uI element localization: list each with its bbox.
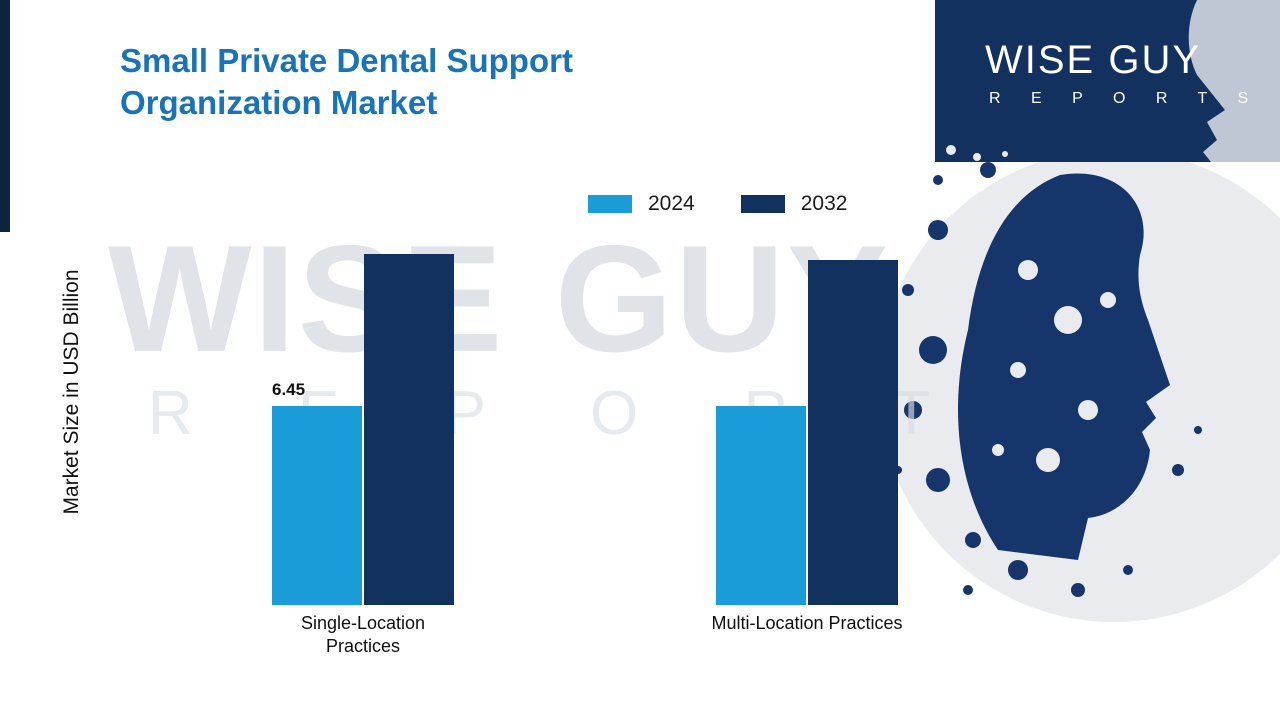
left-edge-accent-bar — [0, 0, 10, 232]
brand-header-dots — [946, 145, 1008, 161]
watermark-reports-text: R E P O R T — [148, 379, 975, 448]
category-label-single-location: Single-Location Practices — [300, 613, 426, 657]
legend-item-2032: 2032 — [740, 192, 848, 216]
brand-reports-text: R E P O R T S — [989, 90, 1262, 107]
brand-name-text: WISE GUY — [985, 38, 1202, 82]
head-silhouette — [958, 173, 1170, 560]
y-axis-label: Market Size in USD Billion — [60, 269, 83, 515]
legend-swatch-2024 — [588, 195, 632, 213]
legend-label-2032: 2032 — [800, 192, 848, 215]
dot-cluster-inner — [992, 260, 1116, 472]
logo-head-circle — [878, 150, 1280, 622]
legend-swatch-2032 — [740, 195, 785, 213]
brand-header: WISE GUY R E P O R T S — [935, 0, 1280, 162]
page-title: Small Private Dental Support Organizatio… — [120, 42, 573, 122]
category-label-multi-location: Multi-Location Practices — [711, 613, 903, 633]
chart-legend: 2024 2032 — [588, 192, 847, 216]
watermark-wiseguy-text: WISE GUY — [108, 214, 891, 384]
head-profile-graphic — [894, 162, 1202, 597]
legend-item-2024: 2024 — [588, 192, 695, 216]
dot-cluster-outer — [894, 162, 1202, 597]
legend-label-2024: 2024 — [648, 192, 695, 215]
brand-face-silhouette — [946, 0, 1280, 162]
